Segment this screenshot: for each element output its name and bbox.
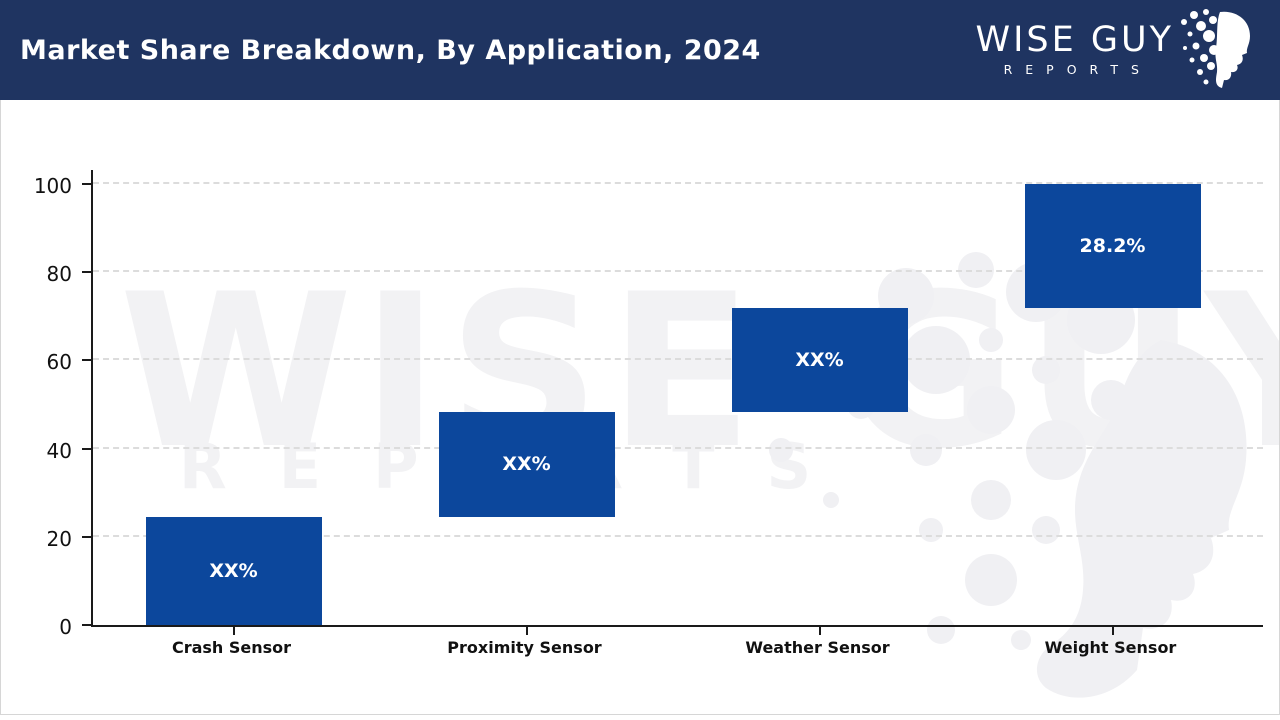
bar-value-label: XX% [502,453,551,476]
gridline-20 [93,534,1263,537]
x-tick-label-weather-sensor: Weather Sensor [745,638,890,657]
y-tick-label-60: 60 [46,350,72,375]
plot-area: XX% XX% XX% 28.2% [82,170,1263,635]
brand-logo: WISE GUY REPORTS [975,8,1254,92]
y-tick-label-0: 0 [59,615,72,639]
gridline-100 [93,182,1263,184]
logo-wordmark: WISE GUY [975,20,1174,61]
y-tick-0 [82,624,91,626]
bar-proximity-sensor: XX% [438,412,615,517]
gridline-60 [93,358,1263,361]
x-tick-3 [1111,627,1114,635]
y-tick-20 [82,535,91,538]
logo-subtext: REPORTS [1003,62,1152,78]
gridline-80 [93,270,1263,273]
bar-crash-sensor: XX% [145,516,322,625]
x-tick-label-weight-sensor: Weight Sensor [1044,638,1177,657]
x-tick-0 [232,627,235,635]
y-tick-60 [82,359,91,362]
x-tick-label-proximity-sensor: Proximity Sensor [447,638,602,657]
gridline-40 [93,446,1263,449]
y-axis-labels: 0 20 40 60 80 100 [1,170,81,639]
page-title: Market Share Breakdown, By Application, … [20,34,761,66]
bar-value-label: 28.2% [1079,235,1146,258]
bar-weather-sensor: XX% [731,308,908,412]
x-axis-labels: Crash Sensor Proximity Sensor Weather Sens… [91,638,1263,664]
y-tick-40 [82,447,91,450]
y-tick-label-40: 40 [46,438,72,463]
bar-value-label: XX% [209,559,258,582]
y-tick-label-100: 100 [33,174,72,198]
brand-text: WISE GUY REPORTS [975,23,1174,77]
y-tick-80 [82,271,91,274]
x-tick-1 [525,627,528,635]
x-tick-2 [818,627,821,635]
logo-face-icon [1181,9,1250,88]
y-tick-100 [82,183,91,185]
x-tick-label-crash-sensor: Crash Sensor [171,638,292,657]
header: Market Share Breakdown, By Application, … [0,0,1280,100]
y-tick-label-20: 20 [46,526,72,551]
bar-weight-sensor: 28.2% [1024,184,1201,309]
y-tick-label-80: 80 [46,262,72,287]
bar-value-label: XX% [795,349,844,372]
